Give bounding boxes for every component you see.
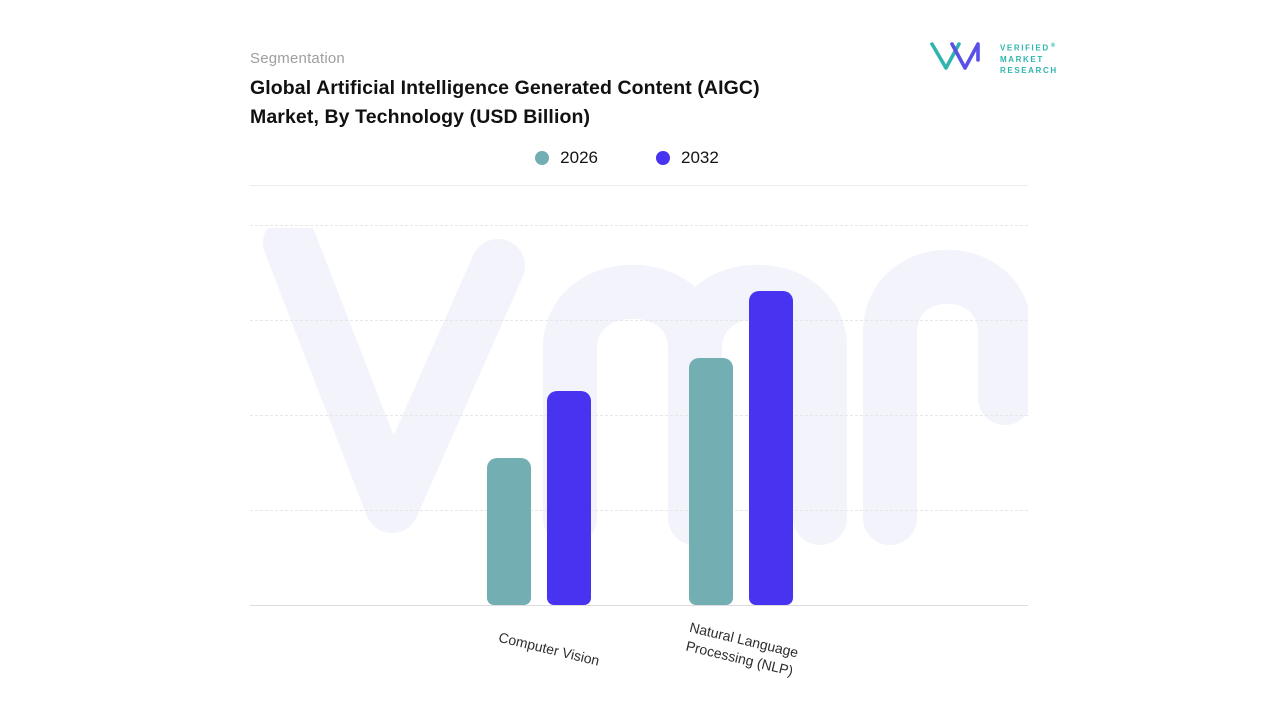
legend-label-2032: 2032 [681,148,719,167]
x-axis-label: Natural Language Processing (NLP) [684,618,801,679]
header-divider [250,185,1028,186]
gridline [250,225,1028,226]
vmr-logo: VERIFIED® MARKET RESEARCH [928,38,1058,79]
brand-line-verified: VERIFIED [1000,43,1050,53]
segmentation-eyebrow: Segmentation [250,50,345,67]
legend-swatch-2026 [535,151,550,165]
vmr-logo-text: VERIFIED® MARKET RESEARCH [1000,41,1058,76]
gridline [250,510,1028,511]
plot-area [250,225,1028,605]
bar-2026 [487,458,531,605]
brand-line-research: RESEARCH [1000,65,1058,75]
chart-title-line-1: Global Artificial Intelligence Generated… [250,77,760,99]
chart-title-line-2: Market, By Technology (USD Billion) [250,106,591,128]
x-axis-label: Computer Vision [497,628,602,669]
legend-label-2026: 2026 [560,148,598,167]
legend-swatch-2032 [656,151,670,165]
bar-2032 [749,291,793,605]
x-axis-line [250,605,1028,606]
bar-2026 [689,358,733,605]
legend-item-2026: 2026 [535,148,598,168]
gridline [250,415,1028,416]
vmr-logo-icon [928,38,990,79]
bar-group-computer-vision [487,391,591,605]
bar-group-nlp [689,291,793,605]
bar-2032 [547,391,591,605]
brand-line-market: MARKET [1000,54,1044,64]
registered-mark: ® [1050,43,1057,50]
legend-item-2032: 2032 [656,148,719,168]
chart-legend: 2026 2032 [238,148,1016,168]
chart-title: Global Artificial Intelligence Generated… [250,74,760,132]
gridline [250,320,1028,321]
